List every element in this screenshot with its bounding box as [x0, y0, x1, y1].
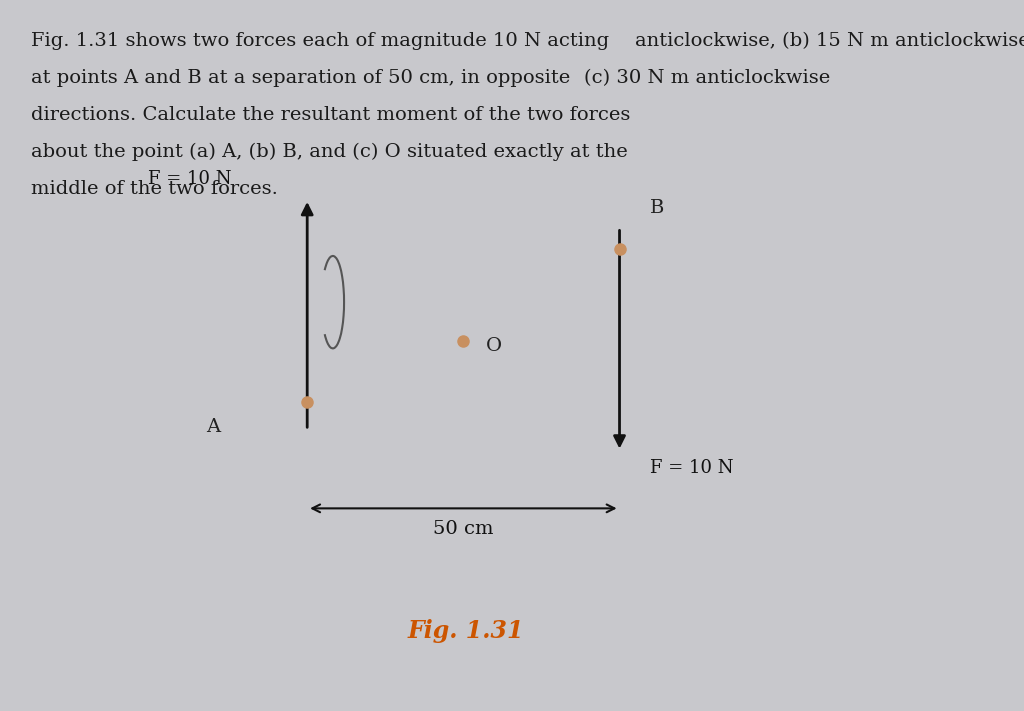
Text: at points A and B at a separation of 50 cm, in opposite: at points A and B at a separation of 50 …: [31, 69, 570, 87]
Text: A: A: [206, 417, 220, 436]
Text: Fig. 1.31: Fig. 1.31: [408, 619, 524, 643]
Text: Fig. 1.31 shows two forces each of magnitude 10 N acting: Fig. 1.31 shows two forces each of magni…: [31, 32, 609, 50]
Text: anticlockwise, (b) 15 N m anticlockwise,: anticlockwise, (b) 15 N m anticlockwise,: [635, 32, 1024, 50]
Text: O: O: [485, 337, 502, 356]
Text: F = 10 N: F = 10 N: [650, 459, 734, 476]
Text: B: B: [650, 199, 665, 217]
Text: middle of the two forces.: middle of the two forces.: [31, 180, 278, 198]
Text: (c) 30 N m anticlockwise: (c) 30 N m anticlockwise: [584, 69, 829, 87]
Text: 50 cm: 50 cm: [432, 520, 494, 538]
Text: about the point (a) A, (b) B, and (c) O situated exactly at the: about the point (a) A, (b) B, and (c) O …: [31, 143, 628, 161]
Text: F = 10 N: F = 10 N: [148, 171, 232, 188]
Text: directions. Calculate the resultant moment of the two forces: directions. Calculate the resultant mome…: [31, 106, 630, 124]
